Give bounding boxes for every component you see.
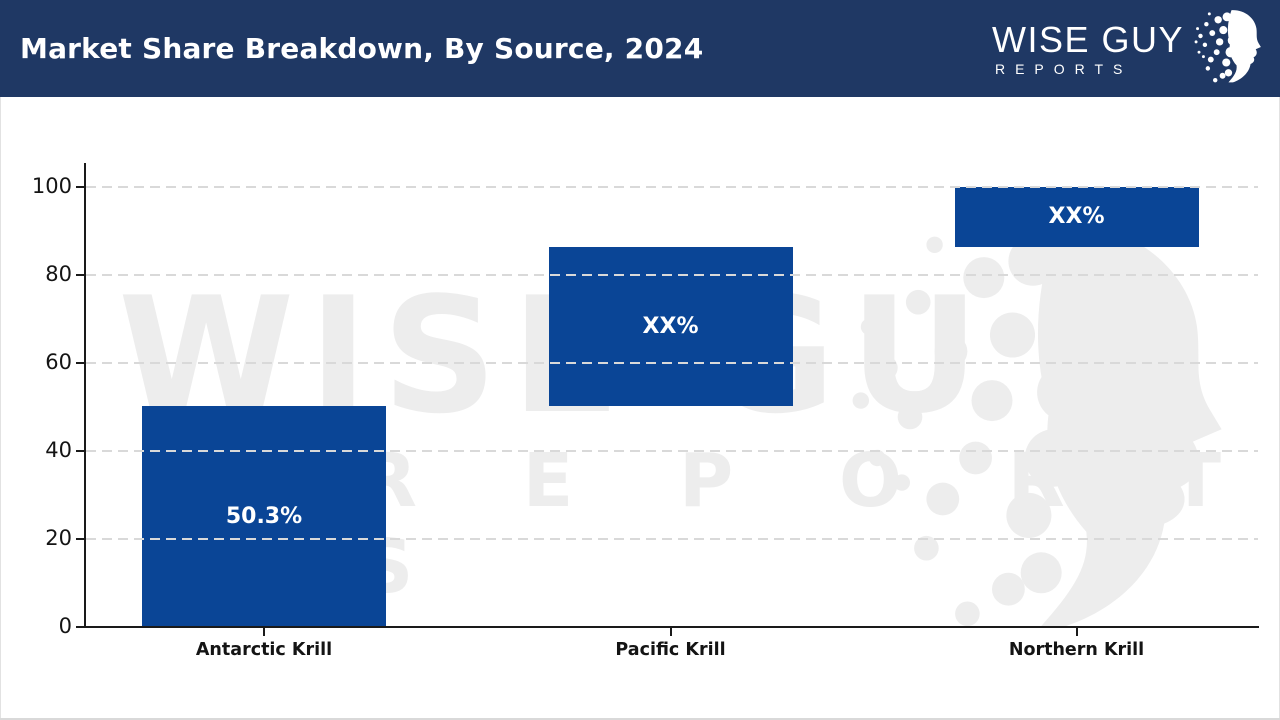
bar-value-label: XX% <box>1048 204 1105 230</box>
bar-value-label: XX% <box>642 313 699 339</box>
y-tick-mark <box>76 186 84 188</box>
page-title: Market Share Breakdown, By Source, 2024 <box>20 32 704 65</box>
bar-segment: 50.3% <box>142 405 386 627</box>
grid-line <box>86 538 1258 540</box>
bar-segment: XX% <box>548 246 793 406</box>
bar-value-label: 50.3% <box>225 503 303 529</box>
grid-line <box>86 186 1258 188</box>
header-bar: Market Share Breakdown, By Source, 2024 … <box>0 0 1280 97</box>
y-axis-line <box>84 163 86 628</box>
x-tick-mark <box>263 628 265 636</box>
x-tick-label: Pacific Krill <box>615 640 726 660</box>
grid-line <box>86 362 1258 364</box>
brand-name: WISE GUY <box>991 19 1184 60</box>
y-tick-label: 80 <box>45 262 72 286</box>
x-tick-mark <box>669 628 672 636</box>
frame-left-border <box>0 97 1 720</box>
brand-logo: WISE GUY REPORTS <box>992 8 1264 89</box>
y-tick-label: 60 <box>45 350 72 374</box>
brand-subtitle: REPORTS <box>994 61 1133 77</box>
x-tick-mark <box>1075 628 1078 636</box>
y-tick-mark <box>76 362 84 364</box>
y-tick-mark <box>76 538 84 540</box>
y-tick-mark <box>76 450 84 452</box>
bar-segment: XX% <box>954 187 1199 247</box>
x-axis-line <box>84 626 1259 628</box>
grid-line <box>86 274 1258 276</box>
y-tick-label: 100 <box>31 174 72 198</box>
grid-line <box>86 450 1258 452</box>
y-tick-label: 40 <box>45 438 72 462</box>
y-tick-mark <box>76 626 84 628</box>
y-tick-mark <box>76 274 84 276</box>
x-tick-label: Northern Krill <box>1008 640 1145 660</box>
footer-divider <box>0 718 1280 720</box>
dotted-head-icon <box>1194 10 1261 83</box>
y-tick-label: 0 <box>58 614 72 638</box>
brand-text: WISE GUY REPORTS <box>991 19 1184 78</box>
x-tick-label: Antarctic Krill <box>195 640 333 660</box>
y-tick-label: 20 <box>45 526 72 550</box>
